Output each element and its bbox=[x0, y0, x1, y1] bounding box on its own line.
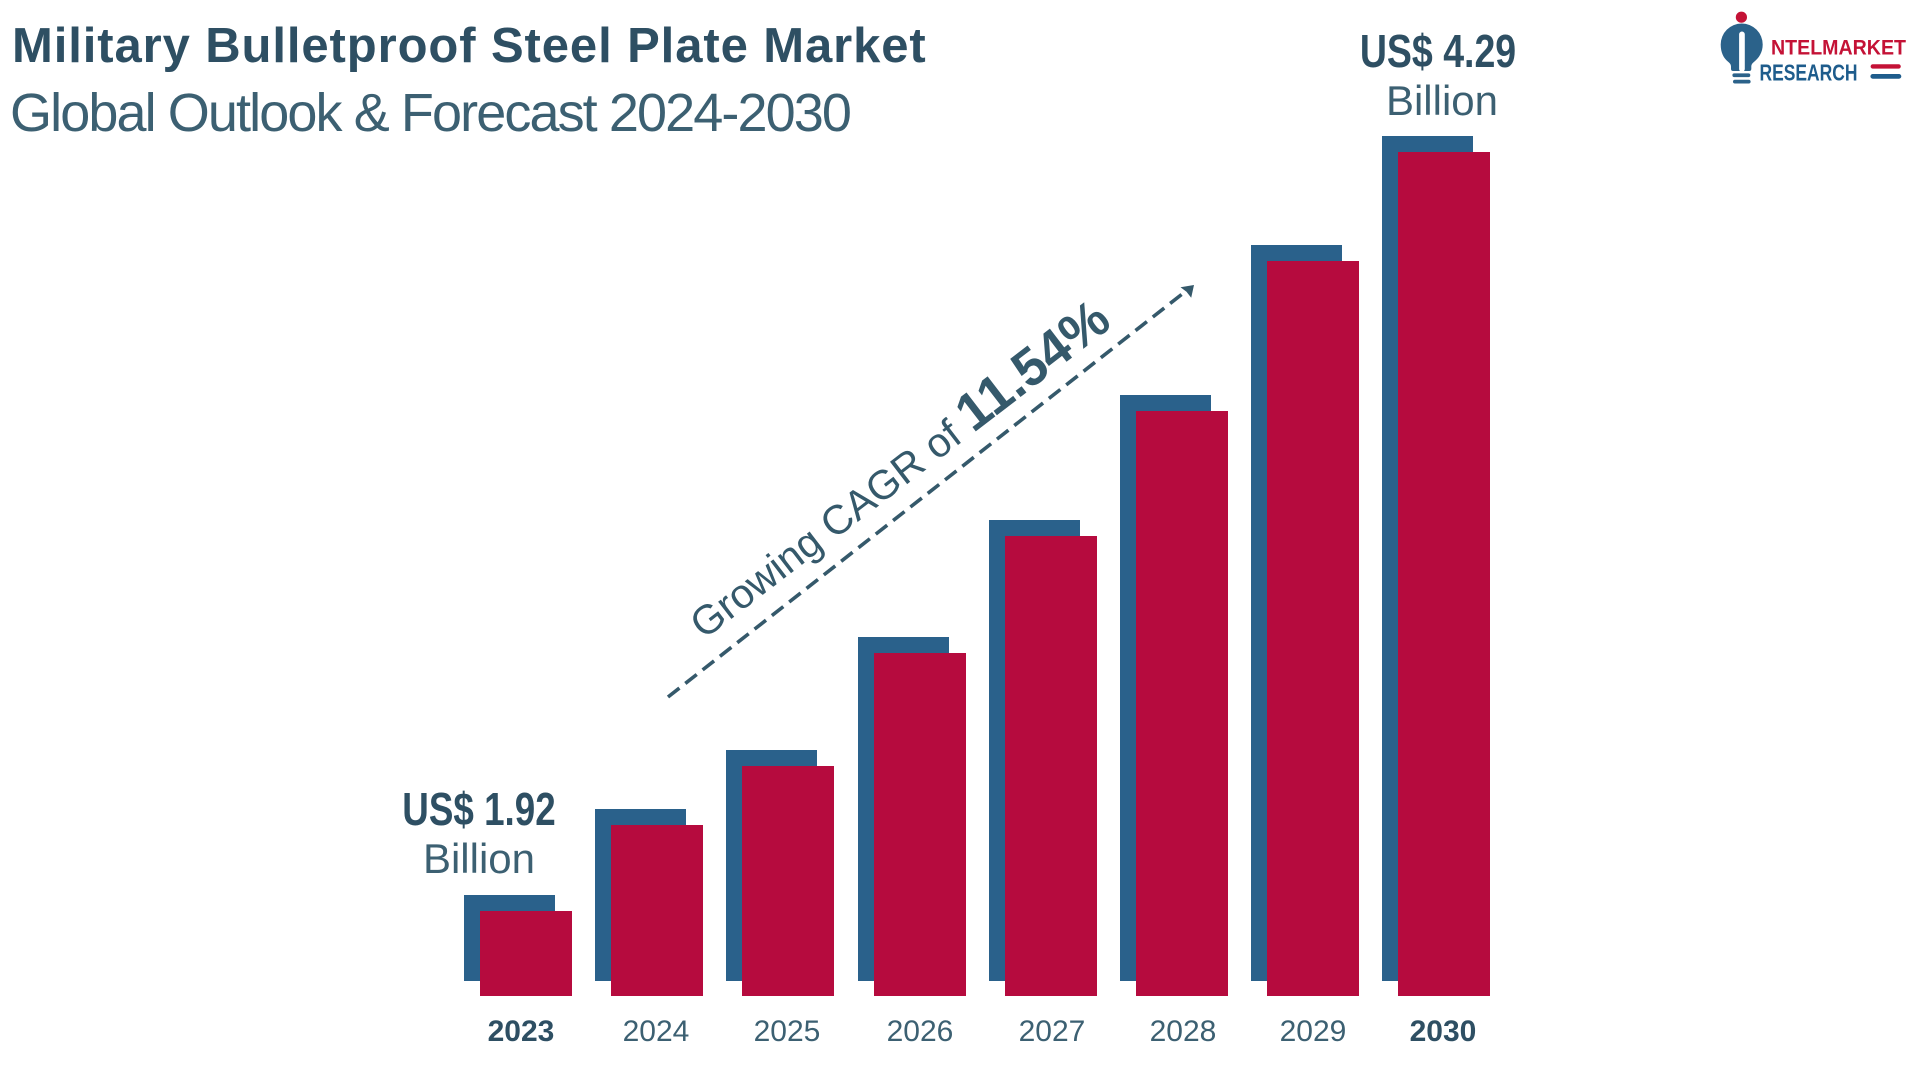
svg-text:NTELMARKET: NTELMARKET bbox=[1771, 37, 1906, 60]
svg-text:RESEARCH: RESEARCH bbox=[1760, 60, 1858, 86]
